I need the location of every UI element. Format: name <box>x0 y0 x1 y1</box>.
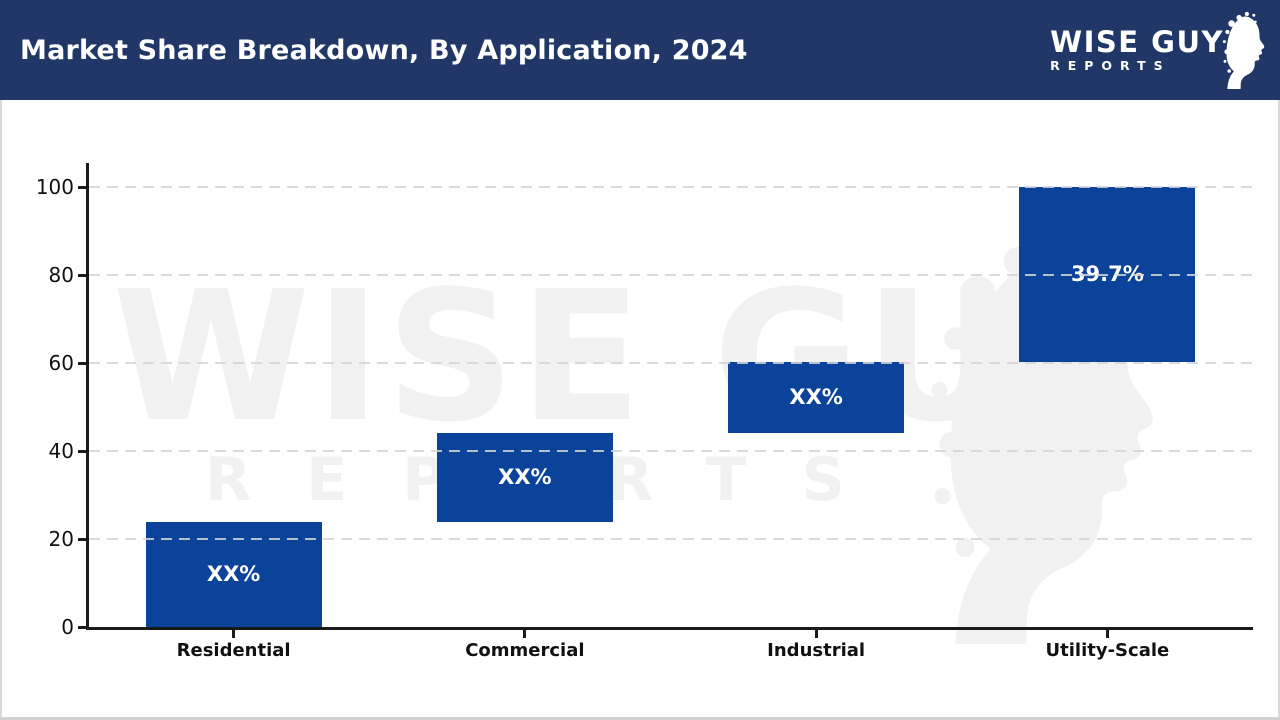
y-axis-tick <box>78 185 86 189</box>
y-axis <box>86 163 89 630</box>
y-axis-tick <box>78 361 86 365</box>
brand-logo-text: WISE GUY REPORTS <box>1050 24 1224 73</box>
page-title: Market Share Breakdown, By Application, … <box>20 34 748 66</box>
x-axis-tick <box>1105 630 1109 638</box>
y-axis-tick <box>78 449 86 453</box>
gridline <box>89 362 1253 364</box>
y-axis-tick <box>78 273 86 277</box>
logo-wordmark: WISE GUY <box>1050 24 1224 59</box>
x-axis-category-label: Residential <box>176 640 291 661</box>
bar-value-label: XX% <box>498 465 552 490</box>
x-axis-tick <box>523 630 527 638</box>
x-axis-tick <box>232 630 236 638</box>
y-axis-tick <box>78 625 86 629</box>
y-axis-tick-label: 60 <box>48 351 74 375</box>
x-axis-category-label: Utility-Scale <box>1045 640 1170 661</box>
x-axis-category-label: Industrial <box>767 640 866 661</box>
bar-value-label: XX% <box>206 562 261 587</box>
gridline <box>89 274 1253 276</box>
frame-edge-bottom <box>0 717 1280 720</box>
y-axis-tick-label: 0 <box>61 615 74 639</box>
frame-edge-right <box>1278 100 1280 720</box>
frame-edge-left <box>0 100 2 720</box>
header: Market Share Breakdown, By Application, … <box>0 0 1280 100</box>
chart-bar: XX% <box>436 432 613 522</box>
y-axis-tick <box>78 537 86 541</box>
y-axis-tick-label: 40 <box>48 439 74 463</box>
gridline <box>89 538 1253 540</box>
y-axis-tick-label: 80 <box>48 263 74 287</box>
bar-value-label: XX% <box>789 385 843 410</box>
chart-bar: XX% <box>728 361 905 433</box>
x-axis-category-label: Commercial <box>465 640 585 661</box>
y-axis-tick-label: 20 <box>48 527 74 551</box>
logo-subtext: REPORTS <box>1050 57 1171 73</box>
x-axis <box>86 627 1253 630</box>
gridline <box>89 450 1253 452</box>
x-axis-tick <box>814 630 818 638</box>
gridline <box>89 186 1253 188</box>
brand-logo: WISE GUY REPORTS <box>1050 11 1270 89</box>
y-axis-tick-label: 100 <box>35 175 74 199</box>
